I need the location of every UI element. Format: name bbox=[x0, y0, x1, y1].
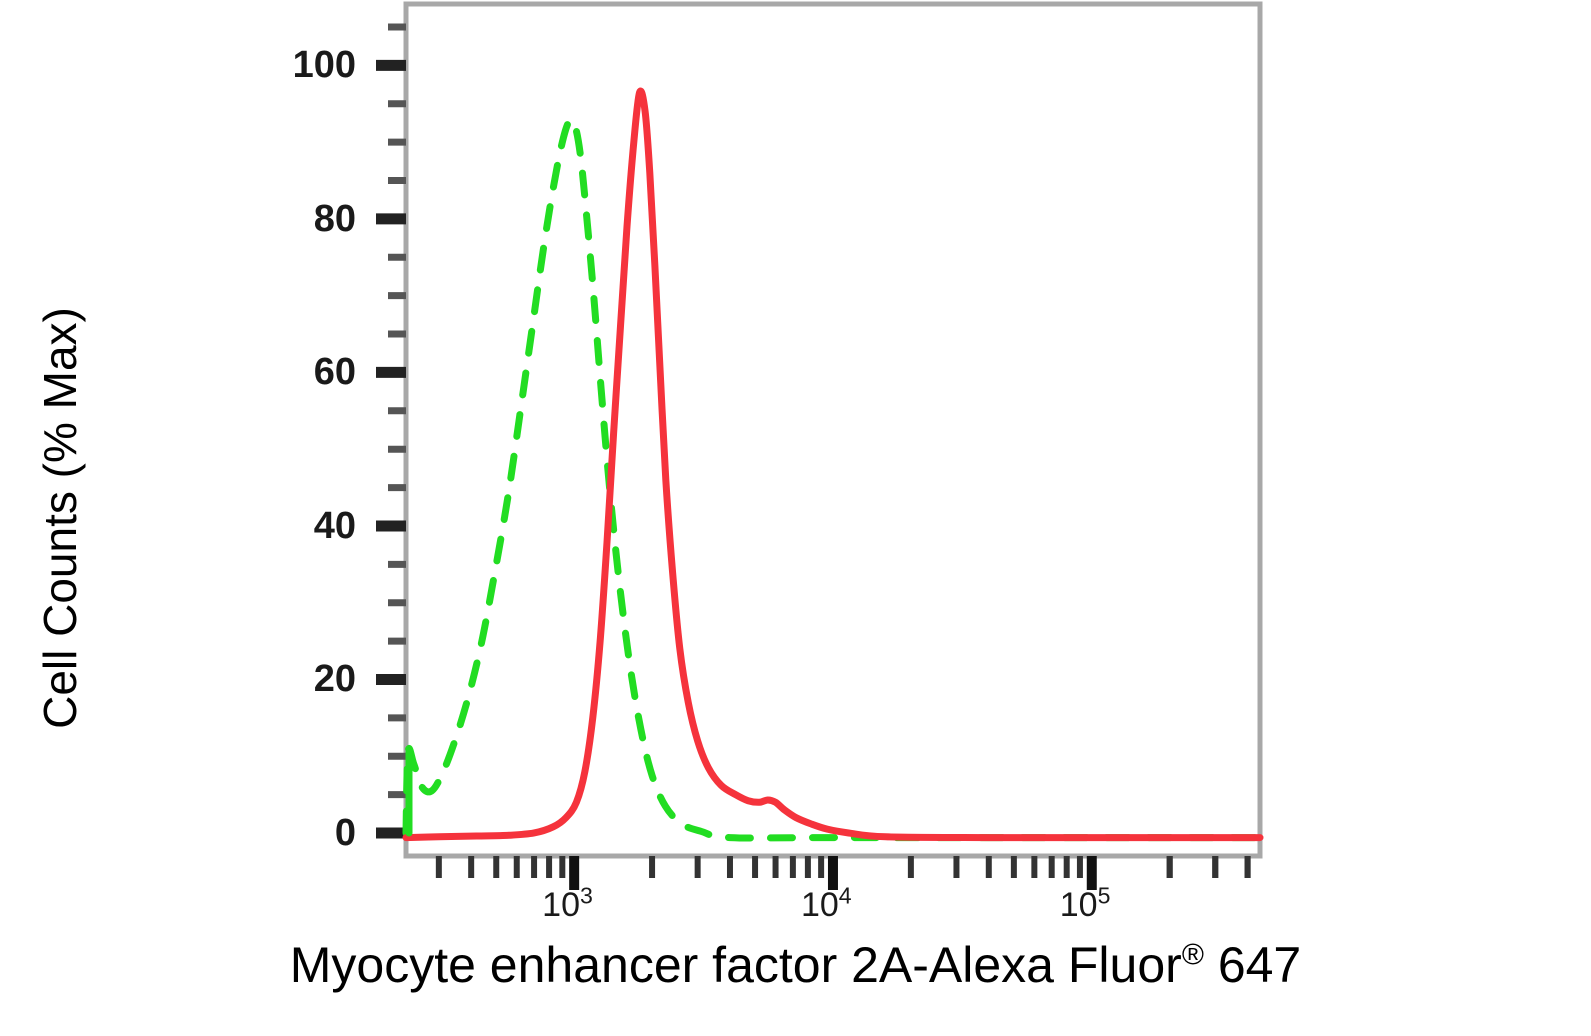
y-axis-ticks bbox=[376, 23, 406, 839]
x-tick-mantissa: 10 bbox=[542, 886, 580, 924]
y-tick-label: 20 bbox=[313, 658, 356, 701]
x-tick-label: 103 bbox=[542, 884, 593, 924]
series-stained-sample bbox=[402, 87, 1264, 842]
y-tick-label: 80 bbox=[313, 197, 356, 240]
x-tick-exponent: 5 bbox=[1097, 882, 1111, 909]
x-tick-mantissa: 10 bbox=[800, 886, 839, 924]
series-isotype-control bbox=[402, 116, 1264, 842]
registered-trademark-icon: ® bbox=[1181, 938, 1204, 972]
y-tick-label: 0 bbox=[334, 811, 356, 854]
x-tick-label: 104 bbox=[800, 884, 852, 924]
x-tick-label: 105 bbox=[1059, 884, 1111, 924]
x-tick-mantissa: 10 bbox=[1059, 886, 1098, 924]
x-axis-title-suffix: 647 bbox=[1203, 937, 1302, 993]
y-tick-label: 40 bbox=[313, 504, 356, 547]
x-axis-title: Myocyte enhancer factor 2A-Alexa Fluor® … bbox=[0, 936, 1591, 994]
plot-frame bbox=[403, 1, 1263, 859]
data-series-group bbox=[402, 87, 1264, 842]
x-axis-ticks bbox=[435, 856, 1251, 890]
y-tick-label: 100 bbox=[292, 44, 356, 87]
y-tick-label: 60 bbox=[313, 351, 356, 394]
x-axis-title-prefix: Myocyte enhancer factor 2A-Alexa Fluor bbox=[289, 937, 1182, 993]
x-tick-exponent: 3 bbox=[579, 882, 593, 909]
x-tick-exponent: 4 bbox=[838, 882, 852, 909]
